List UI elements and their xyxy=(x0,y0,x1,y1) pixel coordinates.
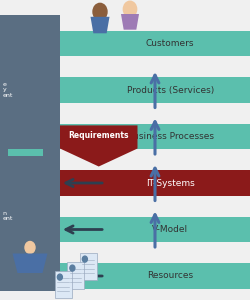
Circle shape xyxy=(70,265,75,271)
Bar xyxy=(60,263,250,289)
Polygon shape xyxy=(12,254,48,273)
FancyBboxPatch shape xyxy=(54,271,72,298)
Circle shape xyxy=(82,256,87,262)
Text: n
ent: n ent xyxy=(2,211,13,221)
Bar xyxy=(60,77,250,103)
Bar xyxy=(60,217,250,242)
Text: Customers: Customers xyxy=(146,39,194,48)
Text: V-Model: V-Model xyxy=(152,225,188,234)
Polygon shape xyxy=(90,17,110,33)
FancyBboxPatch shape xyxy=(80,253,97,280)
Circle shape xyxy=(58,274,62,280)
Bar xyxy=(0,15,60,291)
Bar xyxy=(60,31,250,56)
Text: Business Processes: Business Processes xyxy=(127,132,214,141)
Bar xyxy=(60,124,250,149)
Text: e
y
ent: e y ent xyxy=(2,82,13,98)
Bar xyxy=(8,149,42,156)
Polygon shape xyxy=(121,14,139,30)
Circle shape xyxy=(123,1,137,17)
Text: IT-Systems: IT-Systems xyxy=(146,178,194,188)
Text: Requirements: Requirements xyxy=(68,131,129,140)
Text: Products (Services): Products (Services) xyxy=(126,85,214,94)
Bar xyxy=(60,170,250,196)
FancyBboxPatch shape xyxy=(67,262,84,289)
Circle shape xyxy=(25,242,35,254)
Circle shape xyxy=(93,3,107,20)
Polygon shape xyxy=(60,125,138,166)
Text: Resources: Resources xyxy=(147,272,193,280)
